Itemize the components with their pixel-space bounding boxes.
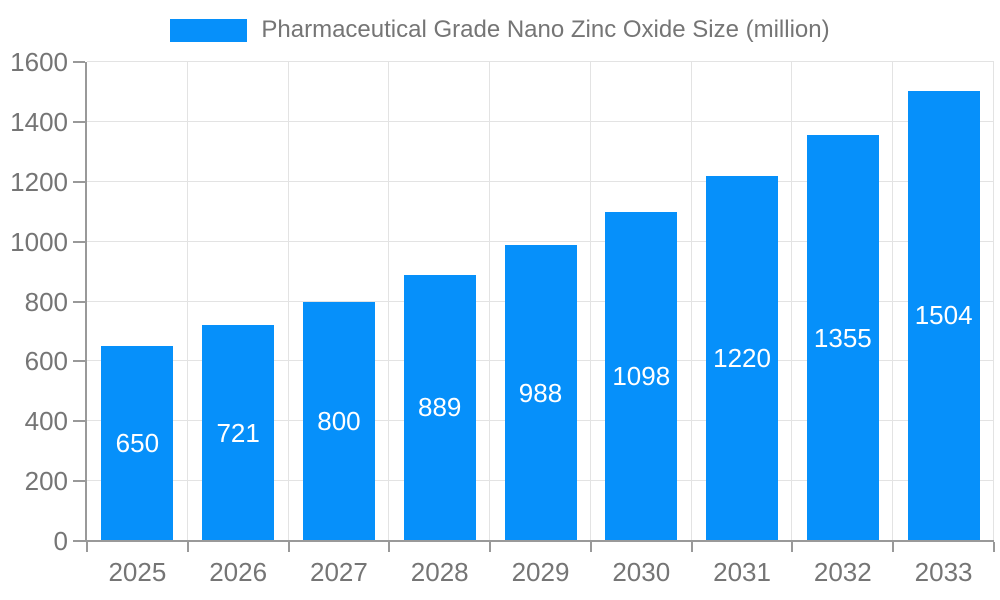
x-tick-label-2025: 2025 [108, 557, 167, 587]
bar-2025[interactable]: 650 [101, 346, 174, 541]
x-tick-6 [690, 542, 693, 552]
bar-value-label: 889 [418, 392, 462, 423]
gridline-x-2 [287, 62, 289, 541]
x-tick-label-2028: 2028 [410, 557, 469, 587]
gridline-x-7 [791, 62, 793, 541]
bar-value-label: 1504 [914, 300, 973, 331]
legend-swatch-icon [170, 18, 248, 42]
bar-2027[interactable]: 800 [302, 301, 375, 541]
x-tick-3 [388, 542, 391, 552]
gridline-x-8 [892, 62, 894, 541]
x-tick-4 [489, 542, 492, 552]
x-tick-label-2029: 2029 [511, 557, 570, 587]
y-tick-200 [73, 480, 85, 483]
y-tick-label-600: 600 [24, 346, 68, 377]
y-tick-label-1400: 1400 [10, 106, 68, 137]
x-tick-1 [186, 542, 189, 552]
bar-value-label: 1220 [713, 342, 771, 373]
gridline-y-1600 [87, 61, 994, 62]
bar-value-label: 721 [216, 417, 260, 448]
gridline-x-6 [690, 62, 692, 541]
x-tick-7 [791, 542, 794, 552]
bar-2033[interactable]: 1504 [907, 90, 980, 541]
x-tick-label-2026: 2026 [209, 557, 268, 587]
bar-2032[interactable]: 1355 [806, 135, 879, 541]
bar-2030[interactable]: 1098 [605, 212, 678, 541]
bar-value-label: 988 [518, 377, 563, 408]
bar-2031[interactable]: 1220 [706, 175, 779, 541]
bar-value-label: 800 [317, 405, 361, 436]
y-tick-label-400: 400 [24, 406, 68, 437]
gridline-y-1400 [87, 120, 994, 122]
y-axis-line [85, 62, 87, 541]
x-tick-8 [892, 542, 895, 552]
y-tick-label-1000: 1000 [10, 226, 68, 257]
bar-value-label: 1355 [813, 322, 872, 353]
bar-2028[interactable]: 889 [403, 274, 476, 541]
y-tick-600 [73, 360, 85, 363]
y-tick-400 [73, 420, 85, 423]
y-tick-label-200: 200 [24, 466, 68, 497]
gridline-x-3 [388, 62, 390, 541]
y-tick-1000 [73, 240, 85, 243]
x-tick-0 [86, 542, 88, 552]
x-tick-label-2027: 2027 [310, 557, 368, 587]
gridline-x-9 [993, 62, 994, 541]
gridline-x-5 [589, 62, 591, 541]
x-tick-label-2031: 2031 [713, 557, 771, 587]
x-tick-9 [993, 542, 995, 552]
x-tick-label-2032: 2032 [813, 557, 872, 587]
gridline-y-1200 [87, 180, 994, 182]
y-tick-1400 [73, 120, 85, 123]
bar-value-label: 1098 [612, 361, 671, 392]
gridline-x-4 [489, 62, 491, 541]
x-tick-label-2030: 2030 [612, 557, 671, 587]
x-axis-line [85, 540, 994, 542]
y-tick-label-1600: 1600 [10, 47, 68, 77]
y-tick-800 [73, 300, 85, 303]
chart-title: Pharmaceutical Grade Nano Zinc Oxide Siz… [261, 16, 830, 43]
y-tick-1600 [73, 61, 85, 63]
x-tick-5 [589, 542, 592, 552]
bar-value-label: 650 [115, 428, 160, 459]
y-tick-label-1200: 1200 [10, 166, 68, 197]
x-tick-2 [287, 542, 290, 552]
x-tick-label-2033: 2033 [914, 557, 973, 587]
bar-2026[interactable]: 721 [202, 325, 275, 541]
gridline-x-1 [186, 62, 188, 541]
gridline-y-1000 [87, 240, 994, 242]
bar-2029[interactable]: 988 [504, 245, 577, 541]
y-tick-1200 [73, 180, 85, 183]
y-tick-label-0: 0 [53, 526, 68, 556]
y-tick-label-800: 800 [24, 286, 68, 317]
chart-legend[interactable]: Pharmaceutical Grade Nano Zinc Oxide Siz… [0, 14, 1000, 46]
y-tick-0 [73, 540, 85, 542]
